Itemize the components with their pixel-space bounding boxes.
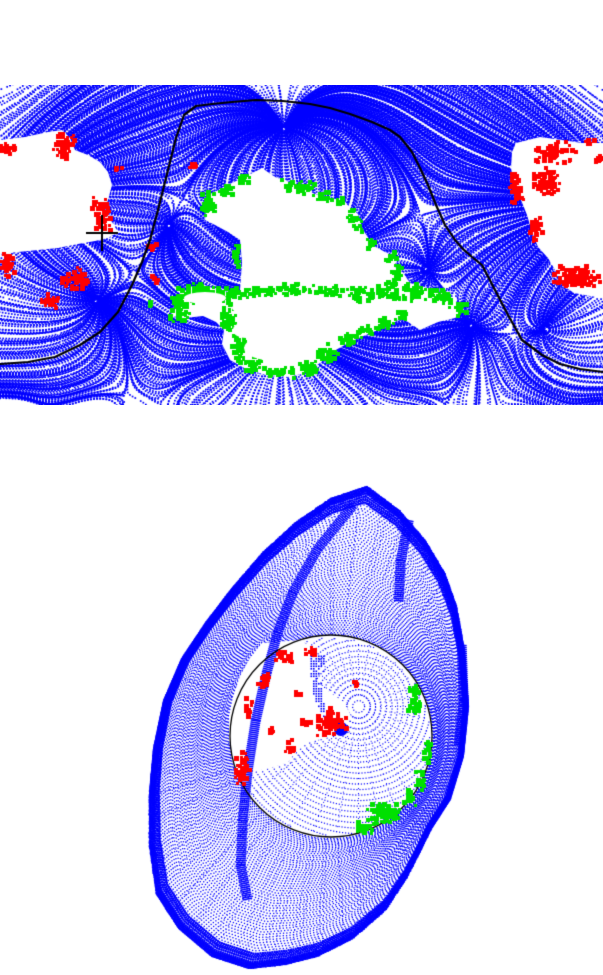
sphere-projection-panel	[0, 460, 603, 975]
synoptic-map-panel	[0, 85, 603, 405]
